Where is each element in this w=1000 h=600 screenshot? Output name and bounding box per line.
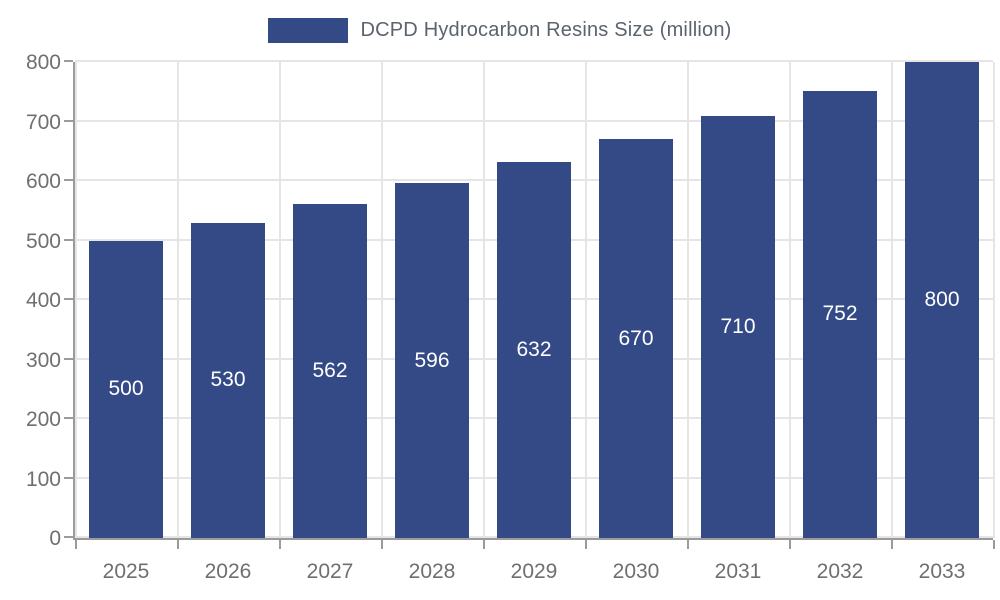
legend[interactable]: DCPD Hydrocarbon Resins Size (million) — [0, 18, 1000, 43]
bar-value-label: 562 — [312, 358, 348, 382]
x-tick-mark — [279, 540, 281, 549]
y-tick-label: 600 — [25, 170, 61, 193]
y-tick-label: 400 — [25, 289, 61, 312]
y-tick-mark — [64, 417, 73, 419]
bar-2026[interactable]: 530 — [190, 222, 265, 538]
x-tick-mark — [483, 540, 485, 549]
y-tick-label: 200 — [25, 408, 61, 431]
x-tick-mark — [993, 540, 995, 549]
bar-2028[interactable]: 596 — [395, 183, 469, 538]
x-tick-mark — [585, 540, 587, 549]
y-tick-mark — [64, 476, 73, 479]
bar-2031[interactable]: 710 — [701, 115, 775, 538]
y-tick-label: 300 — [25, 348, 61, 372]
v-gridline — [789, 62, 791, 538]
bar-value-label: 500 — [108, 377, 144, 401]
y-tick-mark — [64, 298, 73, 300]
y-tick-mark — [64, 238, 73, 241]
bar-2029[interactable]: 632 — [497, 161, 571, 538]
v-gridline — [483, 62, 485, 538]
x-tick-label: 2031 — [714, 560, 762, 583]
y-tick-label: 100 — [25, 467, 61, 491]
x-tick-label: 2033 — [918, 560, 966, 583]
y-tick-mark — [64, 60, 73, 62]
bar-value-label: 632 — [516, 337, 552, 361]
y-tick-mark — [64, 119, 73, 122]
x-tick-label: 2030 — [612, 560, 660, 583]
bar-value-label: 710 — [720, 314, 756, 338]
y-tick-label: 500 — [25, 229, 61, 253]
bar-value-label: 752 — [822, 302, 858, 326]
x-tick-mark — [891, 540, 893, 549]
bar-2030[interactable]: 670 — [599, 139, 673, 538]
v-gridline — [585, 62, 587, 538]
x-tick-mark — [789, 540, 791, 549]
plot-area: 0 100 200 300 400 500 600 700 800 2025 2026 2027 202… — [26, 51, 995, 583]
legend-swatch-icon — [268, 18, 349, 43]
x-tick-mark — [380, 540, 383, 549]
bar-2025[interactable]: 500 — [89, 240, 163, 538]
v-gridline — [380, 62, 383, 538]
v-gridline — [993, 62, 995, 538]
x-tick-label: 2028 — [408, 560, 456, 583]
x-tick-label: 2026 — [204, 560, 252, 583]
v-gridline — [279, 62, 281, 538]
x-tick-label: 2025 — [102, 560, 150, 583]
y-tick-label: 0 — [49, 527, 61, 550]
bar-2032[interactable]: 752 — [803, 90, 877, 538]
h-gridline — [75, 60, 993, 62]
y-tick-mark — [64, 357, 73, 360]
y-tick-label: 700 — [25, 110, 61, 134]
x-tick-label: 2032 — [816, 560, 864, 583]
bar-value-label: 596 — [414, 348, 450, 372]
x-tick-label: 2029 — [510, 560, 558, 583]
x-tick-mark — [75, 540, 77, 549]
y-tick-label: 800 — [25, 51, 61, 74]
bar-value-label: 530 — [210, 368, 246, 392]
h-gridline — [75, 119, 993, 122]
bar-value-label: 800 — [924, 288, 960, 311]
v-gridline — [891, 62, 893, 538]
x-tick-label: 2027 — [306, 560, 354, 583]
y-tick-mark — [64, 179, 73, 181]
bar-value-label: 670 — [618, 326, 654, 350]
bar-2033[interactable]: 800 — [905, 62, 979, 538]
v-gridline — [177, 62, 179, 538]
legend-label: DCPD Hydrocarbon Resins Size (million) — [360, 19, 732, 41]
v-gridline — [686, 62, 689, 538]
v-gridline — [75, 62, 77, 538]
x-tick-mark — [686, 540, 689, 549]
x-tick-mark — [177, 540, 179, 549]
y-tick-mark — [64, 536, 73, 538]
bar-2027[interactable]: 562 — [293, 203, 367, 538]
